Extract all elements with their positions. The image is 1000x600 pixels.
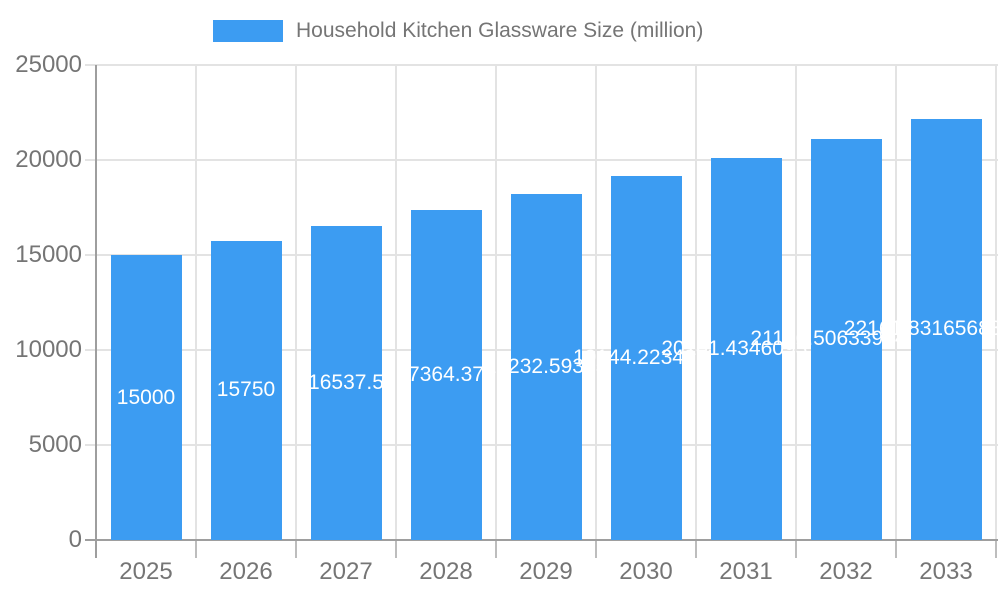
h-gridline xyxy=(85,64,998,66)
x-axis-tick xyxy=(895,540,897,558)
legend-label: Household Kitchen Glassware Size (millio… xyxy=(296,19,704,42)
x-axis-label: 2025 xyxy=(119,558,173,585)
bar-2027[interactable] xyxy=(310,225,382,540)
bar-2028[interactable] xyxy=(410,210,482,540)
y-axis-label: 10000 xyxy=(15,336,82,363)
x-axis-label: 2028 xyxy=(419,558,473,585)
v-gridline xyxy=(295,65,297,540)
bar-2033[interactable] xyxy=(910,118,982,540)
x-axis-label: 2027 xyxy=(319,558,373,585)
v-gridline xyxy=(195,65,197,540)
x-axis-tick xyxy=(295,540,297,558)
x-axis-tick xyxy=(395,540,397,558)
x-axis-tick xyxy=(795,540,797,558)
x-axis-label: 2026 xyxy=(219,558,273,585)
v-gridline xyxy=(995,65,997,540)
x-axis-tick xyxy=(695,540,697,558)
bar-value-label: 21106.50633984375 xyxy=(750,327,942,351)
y-axis-label: 15000 xyxy=(15,241,82,268)
bar-value-label: 16537.5 xyxy=(308,370,384,394)
y-axis-label: 25000 xyxy=(15,51,82,78)
legend-swatch xyxy=(213,20,283,42)
bar-value-label: 15750 xyxy=(216,378,276,402)
y-axis-label: 20000 xyxy=(15,146,82,173)
bar-value-label: 20101.434609375 xyxy=(661,337,831,361)
bar-2030[interactable] xyxy=(610,176,682,540)
x-axis-tick xyxy=(495,540,497,558)
x-axis-label: 2030 xyxy=(619,558,673,585)
x-axis-label: 2031 xyxy=(719,558,773,585)
x-axis-label: 2032 xyxy=(819,558,873,585)
x-axis-tick xyxy=(995,540,997,558)
bar-2026[interactable] xyxy=(210,240,282,540)
x-axis-label: 2029 xyxy=(519,558,573,585)
x-axis-tick xyxy=(195,540,197,558)
bar-value-label: 18232.59375 xyxy=(484,354,608,378)
bar-2032[interactable] xyxy=(810,138,882,540)
y-axis-line xyxy=(95,65,97,558)
v-gridline xyxy=(895,65,897,540)
bar-2031[interactable] xyxy=(710,158,782,540)
v-gridline xyxy=(595,65,597,540)
x-axis-line xyxy=(85,539,998,541)
bar-value-label: 17364.375 xyxy=(396,363,496,387)
x-axis-tick xyxy=(595,540,597,558)
v-gridline xyxy=(795,65,797,540)
bar-value-label: 22161.831656835938 xyxy=(843,317,1000,341)
v-gridline xyxy=(395,65,397,540)
y-axis-label: 0 xyxy=(68,526,82,553)
x-axis-label: 2033 xyxy=(919,558,973,585)
h-gridline xyxy=(85,159,998,161)
legend-item[interactable]: Household Kitchen Glassware Size (millio… xyxy=(213,19,703,43)
v-gridline xyxy=(695,65,697,540)
bar-2029[interactable] xyxy=(510,193,582,540)
y-axis-label: 5000 xyxy=(28,431,82,458)
bar-2025[interactable] xyxy=(110,255,182,540)
v-gridline xyxy=(495,65,497,540)
bar-value-label: 19144.2234375 xyxy=(573,346,719,370)
bar-value-label: 15000 xyxy=(116,385,176,409)
